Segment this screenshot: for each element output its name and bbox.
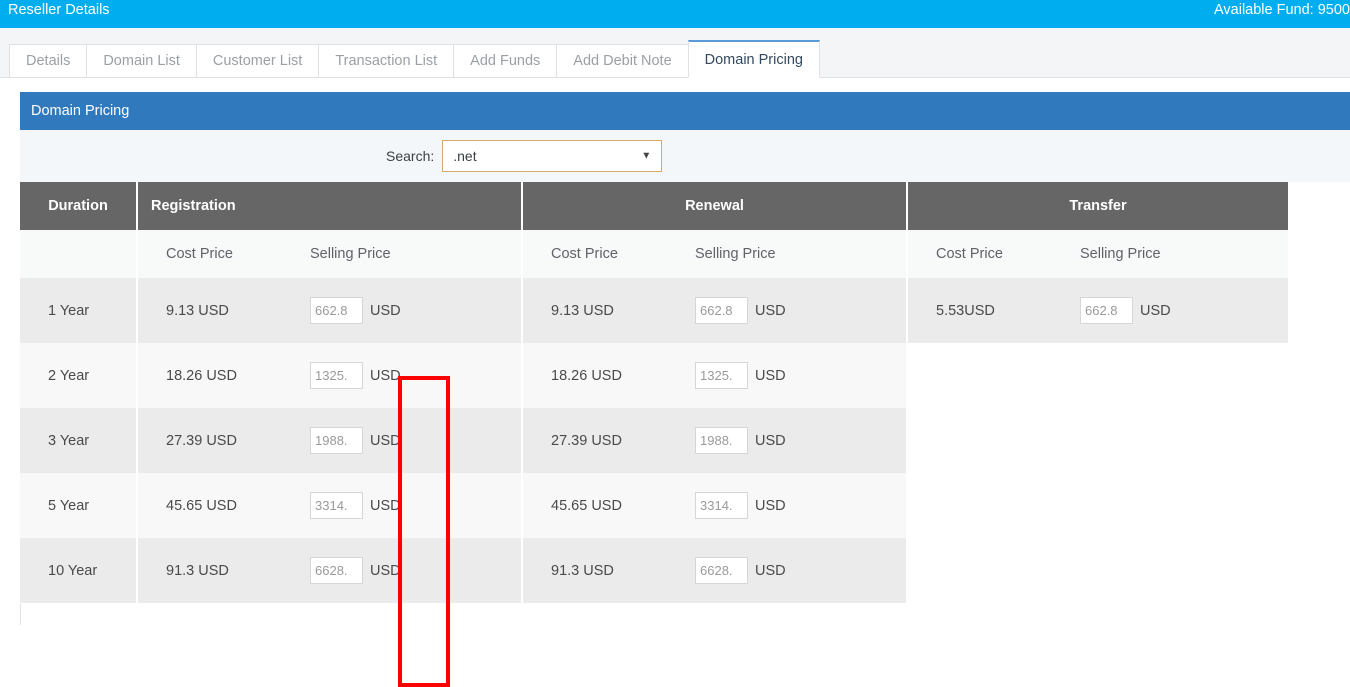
renewal-selling-price-input[interactable] <box>695 557 748 584</box>
row-transfer-empty <box>908 343 1290 408</box>
tab-strip: Details Domain List Customer List Transa… <box>0 28 1350 78</box>
column-group-transfer: Transfer <box>908 182 1290 230</box>
renewal-selling-unit: USD <box>755 432 786 449</box>
panel-header-title: Domain Pricing <box>31 103 130 119</box>
renewal-selling-unit: USD <box>755 302 786 319</box>
sub-header-duration-spacer <box>20 230 138 278</box>
renewal-selling-price-input[interactable] <box>695 297 748 324</box>
sub-header-renewal-cost: Cost Price <box>551 246 618 262</box>
renewal-cost-price: 9.13 USD <box>551 302 614 319</box>
row-duration: 2 Year <box>20 343 138 408</box>
renewal-selling-unit: USD <box>755 497 786 514</box>
renewal-selling-price-input[interactable] <box>695 492 748 519</box>
tab-domain-list[interactable]: Domain List <box>86 44 196 78</box>
top-bar: Reseller Details Available Fund: 9500 <box>0 0 1350 28</box>
sub-header-registration-cost: Cost Price <box>166 246 233 262</box>
sub-header-transfer-selling: Selling Price <box>1080 246 1161 262</box>
table-sub-header-row: Cost Price Selling Price Cost Price Sell… <box>20 230 1290 278</box>
row-transfer: 5.53USD USD <box>908 278 1290 343</box>
registration-selling-unit: USD <box>370 497 401 514</box>
sub-header-registration: Cost Price Selling Price <box>138 230 523 278</box>
registration-cost-price: 18.26 USD <box>166 367 237 384</box>
row-transfer-empty <box>908 538 1290 603</box>
sub-header-transfer-cost: Cost Price <box>936 246 1003 262</box>
tab-transaction-list[interactable]: Transaction List <box>318 44 454 78</box>
row-registration: 18.26 USD USD <box>138 343 523 408</box>
row-renewal: 91.3 USD USD <box>523 538 908 603</box>
transfer-selling-unit: USD <box>1140 302 1171 319</box>
row-renewal: 9.13 USD USD <box>523 278 908 343</box>
column-group-registration: Registration <box>138 182 523 230</box>
table-row: 5 Year 45.65 USD USD 45.65 USD USD <box>20 473 1290 538</box>
row-transfer-empty <box>908 473 1290 538</box>
registration-selling-price-input[interactable] <box>310 297 363 324</box>
search-row: Search: .net ▼ <box>20 130 1350 182</box>
available-fund-label: Available Fund: 9500 <box>1214 2 1350 18</box>
registration-selling-unit: USD <box>370 562 401 579</box>
tab-domain-pricing[interactable]: Domain Pricing <box>687 40 820 78</box>
row-registration: 27.39 USD USD <box>138 408 523 473</box>
sub-header-renewal: Cost Price Selling Price <box>523 230 908 278</box>
table-left-edge-rule <box>20 604 21 625</box>
registration-selling-unit: USD <box>370 302 401 319</box>
row-duration: 3 Year <box>20 408 138 473</box>
registration-cost-price: 9.13 USD <box>166 302 229 319</box>
chevron-down-icon: ▼ <box>641 150 652 162</box>
table-group-header-row: Duration Registration Renewal Transfer <box>20 182 1290 230</box>
registration-selling-price-input[interactable] <box>310 362 363 389</box>
search-label: Search: <box>386 148 435 164</box>
renewal-selling-unit: USD <box>755 562 786 579</box>
renewal-selling-price-input[interactable] <box>695 427 748 454</box>
table-row: 1 Year 9.13 USD USD 9.13 USD USD 5.53USD <box>20 278 1290 343</box>
table-row: 2 Year 18.26 USD USD 18.26 USD USD <box>20 343 1290 408</box>
tab-list: Details Domain List Customer List Transa… <box>9 40 820 78</box>
tab-details[interactable]: Details <box>9 44 87 78</box>
registration-selling-price-input[interactable] <box>310 557 363 584</box>
row-transfer-empty <box>908 408 1290 473</box>
renewal-cost-price: 91.3 USD <box>551 562 614 579</box>
tab-add-funds[interactable]: Add Funds <box>453 44 557 78</box>
renewal-cost-price: 45.65 USD <box>551 497 622 514</box>
registration-cost-price: 27.39 USD <box>166 432 237 449</box>
table-row: 10 Year 91.3 USD USD 91.3 USD USD <box>20 538 1290 603</box>
renewal-cost-price: 27.39 USD <box>551 432 622 449</box>
row-duration: 1 Year <box>20 278 138 343</box>
row-registration: 9.13 USD USD <box>138 278 523 343</box>
registration-selling-price-input[interactable] <box>310 427 363 454</box>
column-group-renewal: Renewal <box>523 182 908 230</box>
column-group-duration: Duration <box>20 182 138 230</box>
transfer-cost-price: 5.53USD <box>936 302 995 319</box>
pricing-table: Duration Registration Renewal Transfer C… <box>20 182 1290 687</box>
row-registration: 91.3 USD USD <box>138 538 523 603</box>
sub-header-renewal-selling: Selling Price <box>695 246 776 262</box>
registration-cost-price: 91.3 USD <box>166 562 229 579</box>
registration-selling-unit: USD <box>370 432 401 449</box>
renewal-cost-price: 18.26 USD <box>551 367 622 384</box>
renewal-selling-price-input[interactable] <box>695 362 748 389</box>
row-renewal: 45.65 USD USD <box>523 473 908 538</box>
tab-customer-list[interactable]: Customer List <box>195 44 319 78</box>
search-tld-select[interactable]: .net ▼ <box>442 140 663 172</box>
tab-strip-divider <box>0 77 1350 78</box>
renewal-selling-unit: USD <box>755 367 786 384</box>
row-renewal: 18.26 USD USD <box>523 343 908 408</box>
row-duration: 10 Year <box>20 538 138 603</box>
tab-add-debit-note[interactable]: Add Debit Note <box>556 44 688 78</box>
row-renewal: 27.39 USD USD <box>523 408 908 473</box>
registration-selling-price-input[interactable] <box>310 492 363 519</box>
search-selected-value: .net <box>453 148 477 164</box>
search-container: Search: .net ▼ <box>386 140 663 172</box>
sub-header-registration-selling: Selling Price <box>310 246 391 262</box>
sub-header-transfer: Cost Price Selling Price <box>908 230 1290 278</box>
panel-header: Domain Pricing <box>20 92 1350 130</box>
table-row: 3 Year 27.39 USD USD 27.39 USD USD <box>20 408 1290 473</box>
row-registration: 45.65 USD USD <box>138 473 523 538</box>
page-title: Reseller Details <box>8 2 110 18</box>
transfer-selling-price-input[interactable] <box>1080 297 1133 324</box>
registration-cost-price: 45.65 USD <box>166 497 237 514</box>
row-duration: 5 Year <box>20 473 138 538</box>
domain-pricing-panel: Domain Pricing Search: .net ▼ Duration R… <box>20 92 1350 687</box>
registration-selling-unit: USD <box>370 367 401 384</box>
